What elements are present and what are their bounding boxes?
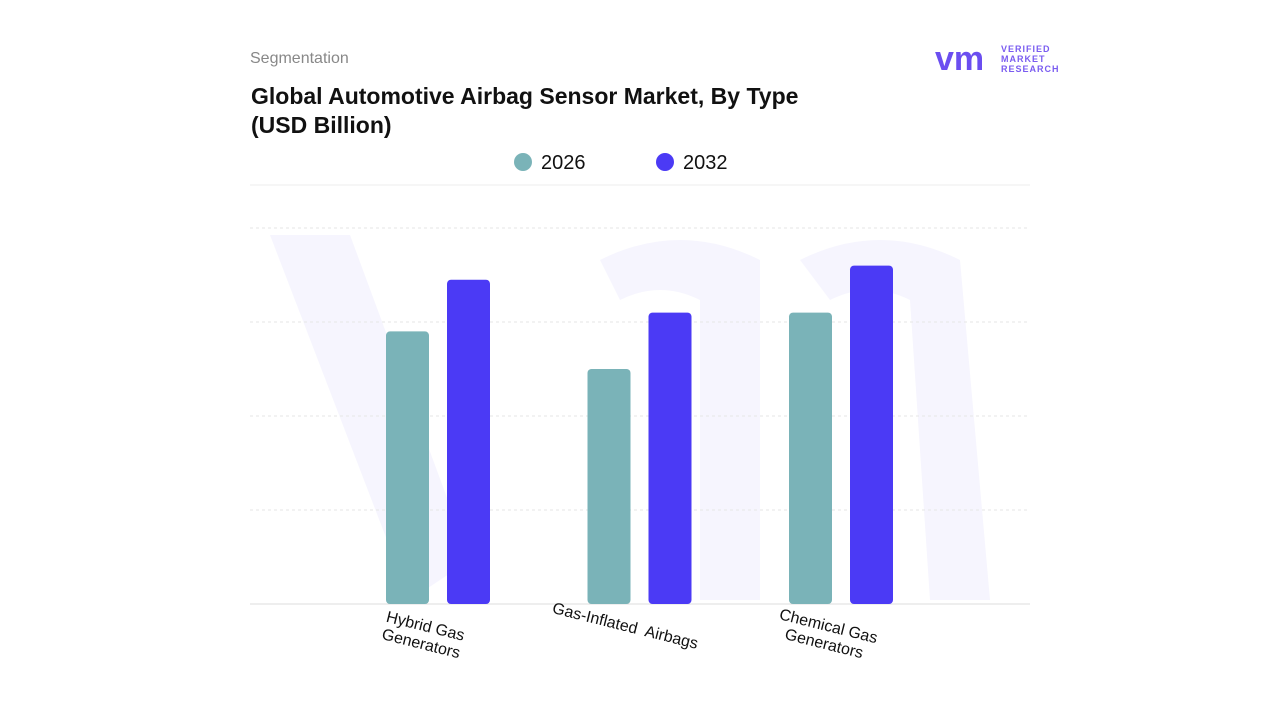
- bar: [447, 279, 490, 604]
- bar: [648, 312, 692, 604]
- logo-text: VERIFIED: [1001, 44, 1051, 54]
- logo-mark: vm: [935, 40, 984, 78]
- chart-title: Global Automotive Airbag Sensor Market, …: [251, 83, 799, 138]
- legend-label: 2026: [541, 152, 586, 174]
- bar: [789, 312, 832, 604]
- legend-marker: [514, 153, 532, 171]
- bar: [386, 331, 429, 604]
- legend-label: 2032: [683, 152, 728, 174]
- logo-text: MARKET: [1001, 54, 1046, 64]
- legend-marker: [656, 153, 674, 171]
- bar: [850, 265, 893, 604]
- bar: [587, 369, 631, 604]
- logo: vm VERIFIED MARKET RESEARCH: [935, 40, 1060, 78]
- subtitle: Segmentation: [250, 50, 349, 67]
- logo-text: RESEARCH: [1001, 64, 1060, 74]
